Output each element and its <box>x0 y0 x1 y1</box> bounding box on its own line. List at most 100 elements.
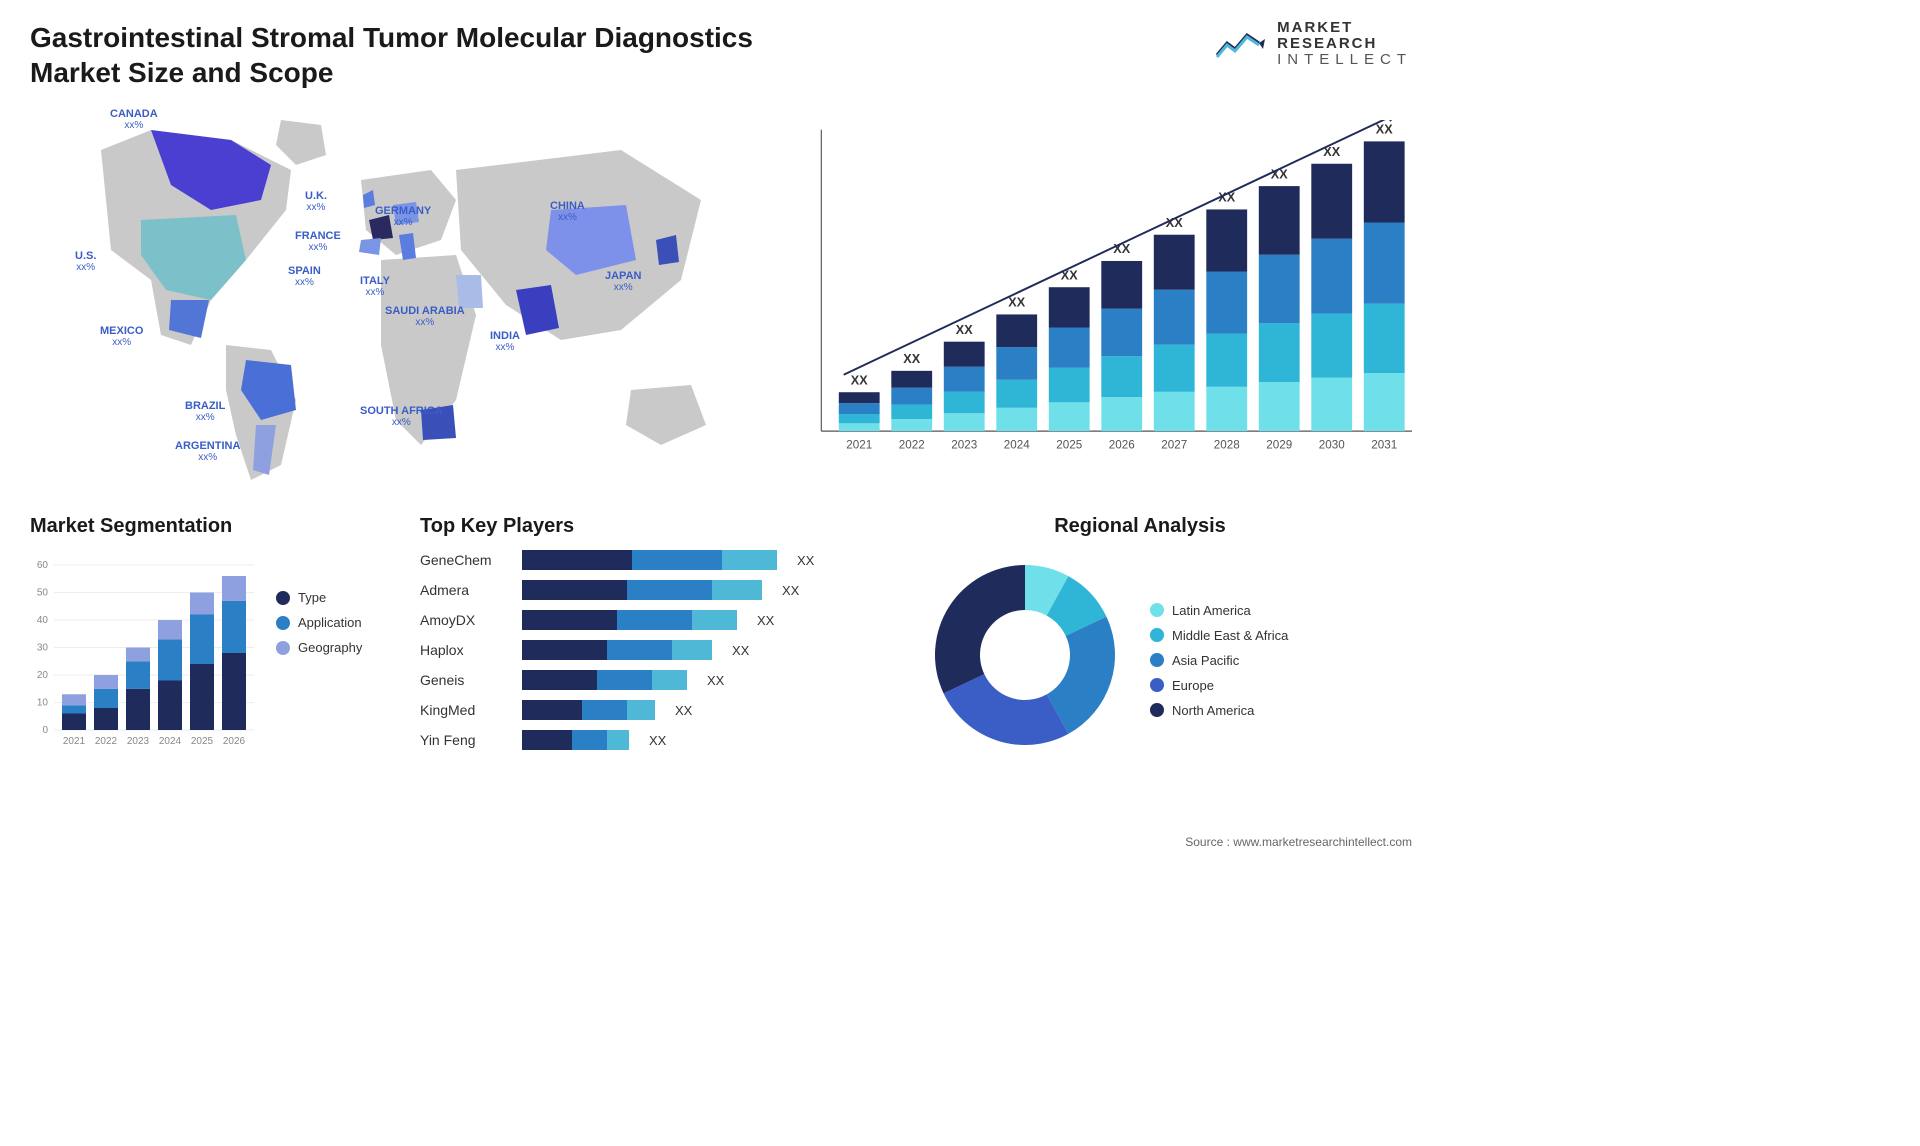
legend-item: Latin America <box>1150 603 1288 618</box>
segmentation-chart-svg: 0 10 20 30 40 50 60 2021 2022 2023 2024 2025 2026 <box>30 550 260 750</box>
player-row: GeneChem XX <box>420 550 900 570</box>
map-label: CANADAxx% <box>110 108 158 131</box>
svg-text:2023: 2023 <box>127 736 150 747</box>
player-name: AmoyDX <box>420 612 510 628</box>
svg-text:2021: 2021 <box>846 439 872 452</box>
svg-text:60: 60 <box>37 560 49 571</box>
regional-legend: Latin America Middle East & Africa Asia Pa… <box>1150 593 1288 718</box>
map-label: FRANCExx% <box>295 230 341 253</box>
section-title-players: Top Key Players <box>420 515 900 538</box>
player-value: XX <box>675 703 692 718</box>
svg-text:2028: 2028 <box>1214 439 1240 452</box>
key-players-list: GeneChemXXAdmeraXXAmoyDXXXHaploxXXGeneis… <box>420 550 900 750</box>
segmentation-section: Market Segmentation 0 10 20 30 40 50 60 2021 202… <box>30 515 400 760</box>
svg-text:2022: 2022 <box>95 736 118 747</box>
segmentation-legend: Type Application Geography <box>276 550 362 750</box>
player-value: XX <box>782 583 799 598</box>
svg-text:20: 20 <box>37 670 49 681</box>
map-label: SPAINxx% <box>288 265 321 288</box>
legend-item: Middle East & Africa <box>1150 628 1288 643</box>
svg-text:XX: XX <box>903 352 920 366</box>
player-bar <box>522 610 737 630</box>
svg-text:2026: 2026 <box>223 736 246 747</box>
legend-item: Europe <box>1150 678 1288 693</box>
section-title-regional: Regional Analysis <box>920 515 1360 538</box>
player-name: GeneChem <box>420 552 510 568</box>
legend-item: Application <box>276 615 362 630</box>
regional-section: Regional Analysis Latin America Middle Ea… <box>920 515 1360 760</box>
logo-wordmark: MARKET RESEARCH INTELLECT <box>1277 20 1412 67</box>
svg-text:2030: 2030 <box>1319 439 1345 452</box>
legend-item: North America <box>1150 703 1288 718</box>
map-label: ARGENTINAxx% <box>175 440 240 463</box>
svg-text:2025: 2025 <box>1056 439 1082 452</box>
player-bar <box>522 730 629 750</box>
map-label: INDIAxx% <box>490 330 520 353</box>
svg-text:2024: 2024 <box>159 736 182 747</box>
brand-logo: MARKET RESEARCH INTELLECT <box>1213 20 1412 67</box>
legend-item: Geography <box>276 640 362 655</box>
svg-text:XX: XX <box>1008 296 1025 310</box>
player-value: XX <box>649 733 666 748</box>
player-row: Haplox XX <box>420 640 900 660</box>
svg-text:2024: 2024 <box>1004 439 1030 452</box>
svg-text:30: 30 <box>37 643 49 654</box>
map-label: SAUDI ARABIAxx% <box>385 305 465 328</box>
player-name: Admera <box>420 582 510 598</box>
source-text: Source : www.marketresearchintellect.com <box>1185 835 1412 849</box>
player-name: Geneis <box>420 672 510 688</box>
map-label: CHINAxx% <box>550 200 585 223</box>
player-row: Admera XX <box>420 580 900 600</box>
player-name: Haplox <box>420 642 510 658</box>
legend-item: Type <box>276 590 362 605</box>
player-bar <box>522 670 687 690</box>
section-title-segmentation: Market Segmentation <box>30 515 400 538</box>
player-bar <box>522 580 762 600</box>
player-row: Geneis XX <box>420 670 900 690</box>
player-bar <box>522 550 777 570</box>
world-map-svg <box>30 100 772 490</box>
header-row: Gastrointestinal Stromal Tumor Molecular… <box>30 20 1412 90</box>
forecast-chart-svg: XX2021XX2022XX2023XX2024XX2025XX2026XX20… <box>812 120 1412 470</box>
svg-text:2029: 2029 <box>1266 439 1292 452</box>
svg-text:2021: 2021 <box>63 736 86 747</box>
svg-text:2022: 2022 <box>899 439 925 452</box>
world-map: CANADAxx% U.S.xx% MEXICOxx% BRAZILxx% ARGENT… <box>30 100 772 490</box>
player-value: XX <box>732 643 749 658</box>
donut-chart-svg <box>920 550 1130 760</box>
key-players-section: Top Key Players GeneChemXXAdmeraXXAmoyDX… <box>420 515 900 760</box>
player-row: Yin FengXX <box>420 730 900 750</box>
player-name: KingMed <box>420 702 510 718</box>
map-label: BRAZILxx% <box>185 400 225 423</box>
map-label: U.S.xx% <box>75 250 96 273</box>
player-value: XX <box>797 553 814 568</box>
map-label: ITALYxx% <box>360 275 390 298</box>
svg-text:XX: XX <box>1376 123 1393 137</box>
svg-text:XX: XX <box>956 323 973 337</box>
player-row: KingMed XX <box>420 700 900 720</box>
player-row: AmoyDX XX <box>420 610 900 630</box>
map-label: JAPANxx% <box>605 270 641 293</box>
svg-text:2023: 2023 <box>951 439 977 452</box>
svg-text:2025: 2025 <box>191 736 214 747</box>
svg-text:10: 10 <box>37 698 49 709</box>
logo-icon <box>1213 21 1269 66</box>
map-label: GERMANYxx% <box>375 205 431 228</box>
player-bar <box>522 640 712 660</box>
svg-text:0: 0 <box>42 725 48 736</box>
page-title: Gastrointestinal Stromal Tumor Molecular… <box>30 20 810 90</box>
map-label: MEXICOxx% <box>100 325 143 348</box>
map-label: SOUTH AFRICAxx% <box>360 405 443 428</box>
svg-text:2027: 2027 <box>1161 439 1187 452</box>
svg-text:XX: XX <box>851 373 868 387</box>
player-bar <box>522 700 655 720</box>
svg-text:2031: 2031 <box>1371 439 1397 452</box>
svg-text:40: 40 <box>37 615 49 626</box>
player-value: XX <box>757 613 774 628</box>
legend-item: Asia Pacific <box>1150 653 1288 668</box>
svg-text:2026: 2026 <box>1109 439 1135 452</box>
map-label: U.K.xx% <box>305 190 327 213</box>
player-value: XX <box>707 673 724 688</box>
forecast-chart: XX2021XX2022XX2023XX2024XX2025XX2026XX20… <box>812 100 1412 470</box>
svg-text:50: 50 <box>37 588 49 599</box>
